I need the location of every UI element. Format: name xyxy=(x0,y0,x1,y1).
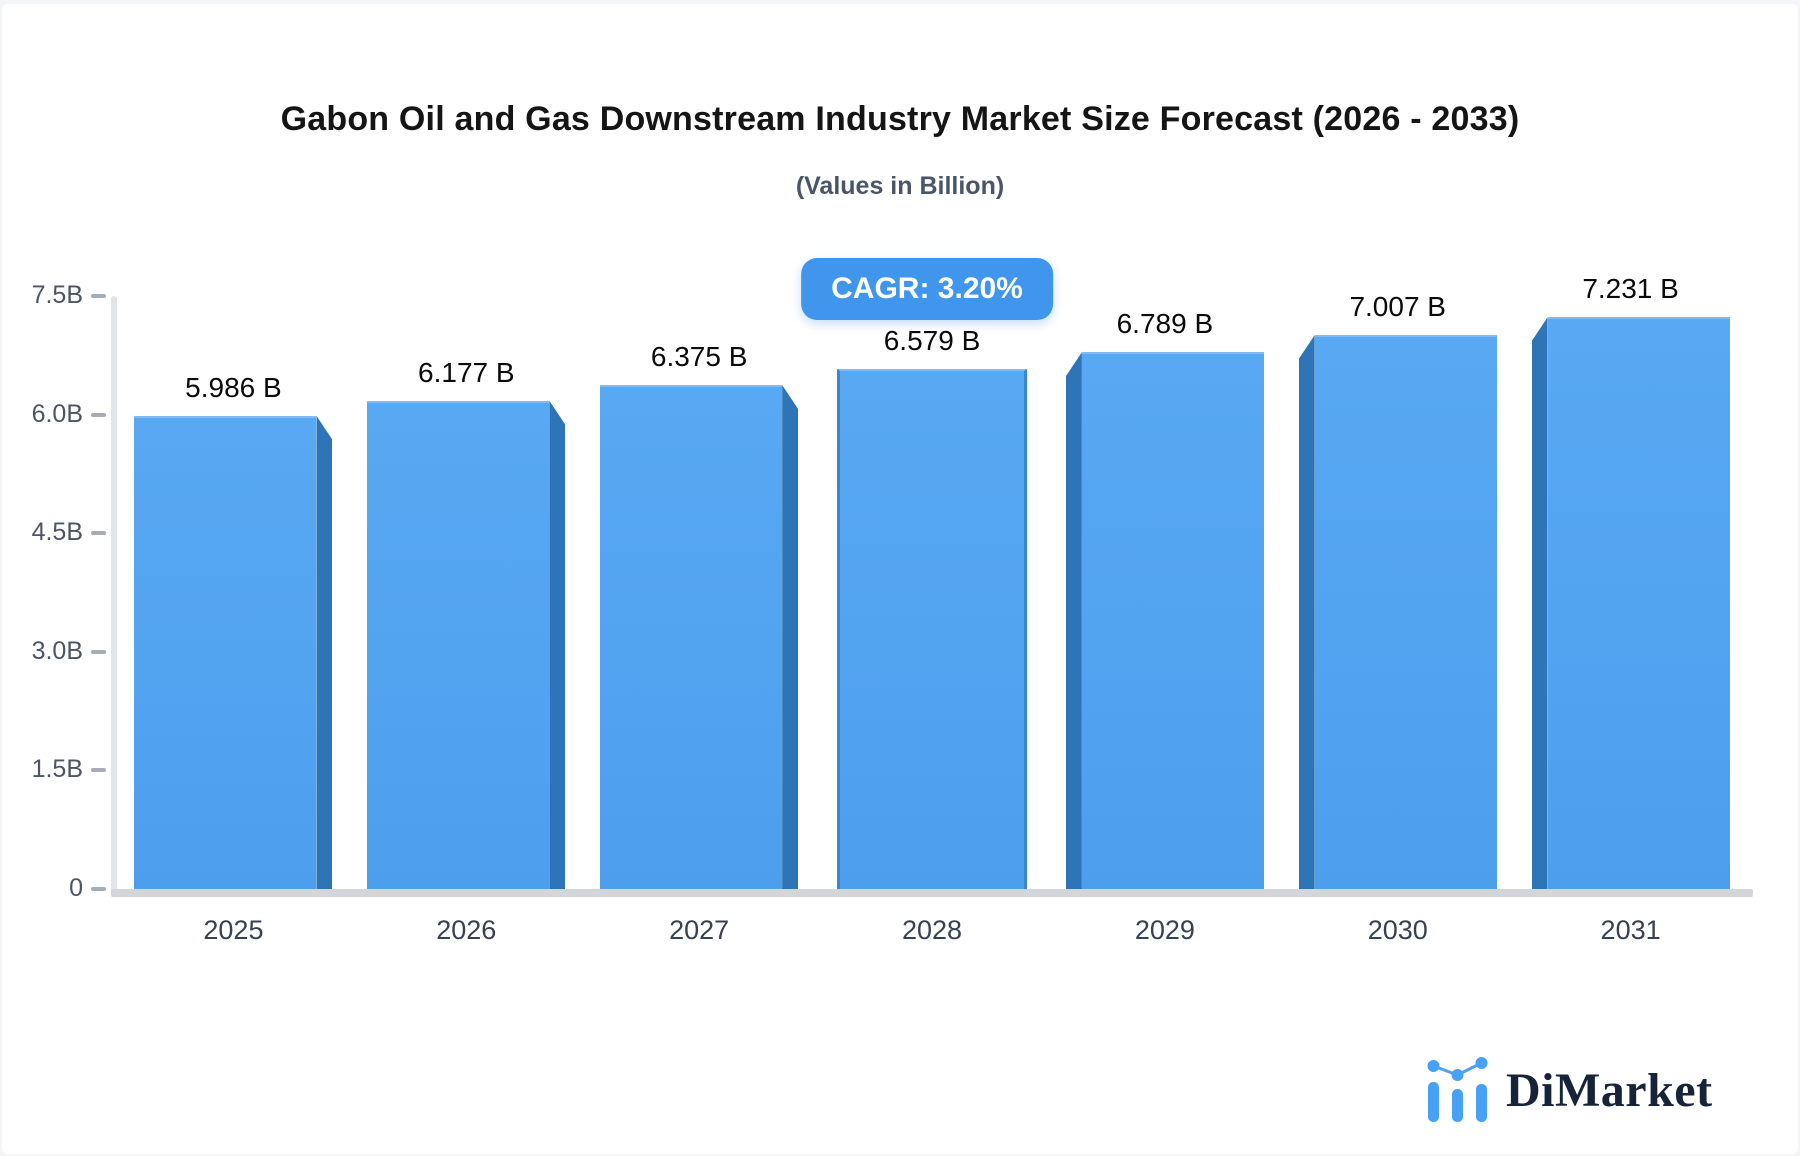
y-tick-mark xyxy=(91,412,106,417)
bar-face xyxy=(367,400,550,889)
dimarket-bar-chart-icon xyxy=(1427,1057,1488,1122)
x-axis-label: 2030 xyxy=(1367,915,1428,945)
y-tick-label: 6.0B xyxy=(31,399,83,428)
bar-slot: 7.007 B xyxy=(1281,291,1514,889)
y-tick-mark xyxy=(91,768,106,773)
y-axis-line xyxy=(111,296,117,897)
x-axis-label: 2025 xyxy=(203,915,264,945)
bar-slot: 7.231 B xyxy=(1514,273,1747,889)
bar-value-label: 6.789 B xyxy=(1116,308,1214,340)
bar-2028[interactable]: 6.579 B xyxy=(833,325,1031,889)
chart-subtitle: (Values in Billion) xyxy=(795,172,1005,200)
bar-value-label: 7.231 B xyxy=(1582,273,1679,305)
x-axis-label: 2029 xyxy=(1134,915,1195,945)
bar-2030[interactable]: 7.007 B xyxy=(1298,291,1497,889)
x-axis-baseline xyxy=(111,889,1753,897)
bar-face xyxy=(134,415,317,889)
y-tick-mark xyxy=(91,887,106,891)
bar-3d-side xyxy=(782,384,799,889)
y-tick-label: 7.5B xyxy=(31,281,83,309)
bar-face xyxy=(1314,334,1497,889)
bars-container: 5.986 B 6.177 B 6.375 B 6.579 B 6.789 B 7.007… xyxy=(117,273,1747,889)
y-tick-label: 4.5B xyxy=(31,518,83,547)
x-axis-label: 2027 xyxy=(669,915,730,945)
bar-slot: 5.986 B xyxy=(117,296,350,889)
bar-value-label: 6.177 B xyxy=(418,356,515,388)
bar-2029[interactable]: 6.789 B xyxy=(1065,308,1264,889)
bar-slot: 6.375 B xyxy=(583,296,816,889)
bar-slot: 6.177 B xyxy=(350,296,583,889)
y-tick-mark xyxy=(91,649,106,654)
bar-3d-side xyxy=(1531,317,1548,889)
chart-title: Gabon Oil and Gas Downstream Industry Ma… xyxy=(280,100,1520,138)
y-tick-mark xyxy=(91,294,106,298)
x-axis-label: 2026 xyxy=(436,915,497,945)
chart-card: Gabon Oil and Gas Downstream Industry Ma… xyxy=(2,4,1798,1154)
bar-slot: 6.789 B xyxy=(1048,296,1281,889)
bar-face xyxy=(1547,317,1730,889)
x-axis-labels: 2025 2026 2027 2028 2029 2030 2031 xyxy=(117,915,1747,946)
bar-2031[interactable]: 7.231 B xyxy=(1531,273,1730,889)
bar-face xyxy=(600,384,783,889)
x-axis-label: 2028 xyxy=(901,915,963,945)
bar-value-label: 6.375 B xyxy=(650,340,748,372)
brand-name: DiMarket xyxy=(1506,1063,1713,1117)
bar-3d-side xyxy=(1298,334,1315,889)
y-tick-label: 1.5B xyxy=(31,755,83,784)
y-tick-label: 3.0B xyxy=(31,636,83,665)
bar-2026[interactable]: 6.177 B xyxy=(367,357,566,889)
y-tick-label: 0 xyxy=(69,874,83,902)
bar-3d-side xyxy=(1065,352,1082,889)
y-tick-mark xyxy=(91,531,106,536)
bar-slot: 6.579 B xyxy=(816,296,1049,889)
bar-2025[interactable]: 5.986 B xyxy=(134,372,333,889)
x-axis-label: 2031 xyxy=(1600,915,1661,945)
bar-value-label: 5.986 B xyxy=(185,371,282,403)
bar-face xyxy=(1081,352,1264,889)
bar-value-label: 6.579 B xyxy=(883,324,981,356)
bar-3d-side xyxy=(549,400,566,889)
brand-logo: DiMarket xyxy=(1426,1056,1713,1124)
bar-2027[interactable]: 6.375 B xyxy=(600,341,799,889)
bar-value-label: 7.007 B xyxy=(1349,290,1446,322)
plot-area: 7.5B 6.0B 4.5B 3.0B 1.5B 0 5.986 B 6.177 B 6.37… xyxy=(32,273,1753,945)
bar-3d-side xyxy=(316,415,333,889)
cagr-badge: CAGR: 3.20% xyxy=(801,258,1053,320)
bar-face xyxy=(837,368,1027,889)
